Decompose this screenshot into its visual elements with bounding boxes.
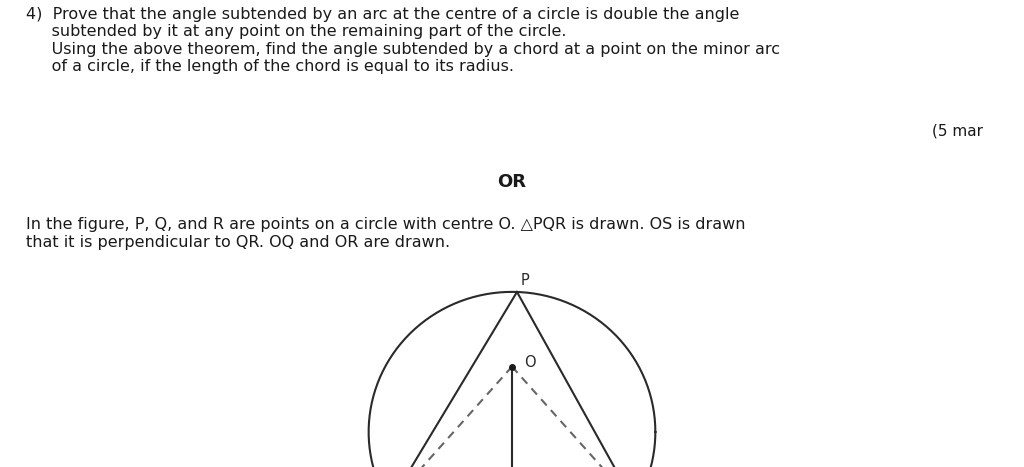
Text: P: P (521, 273, 529, 288)
Text: (5 mar: (5 mar (932, 124, 983, 139)
Text: O: O (524, 355, 537, 370)
Text: In the figure, P, Q, and R are points on a circle with centre O. △PQR is drawn. : In the figure, P, Q, and R are points on… (26, 217, 745, 249)
Text: 4)  Prove that the angle subtended by an arc at the centre of a circle is double: 4) Prove that the angle subtended by an … (26, 7, 779, 74)
Text: OR: OR (498, 173, 526, 191)
